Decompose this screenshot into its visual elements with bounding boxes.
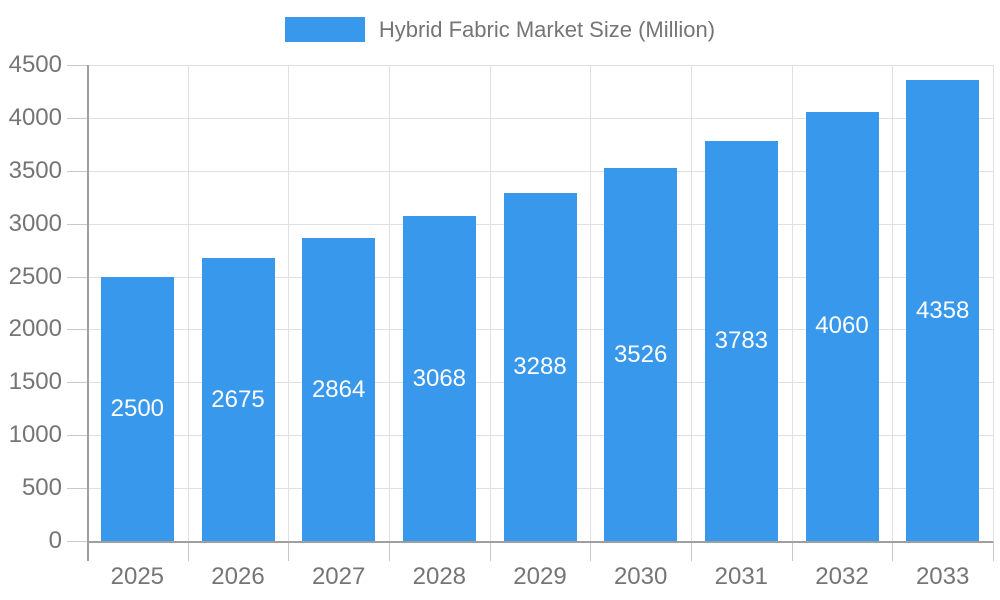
x-axis-tick	[187, 541, 189, 561]
x-axis-label: 2032	[815, 563, 869, 590]
x-axis-tick	[590, 541, 592, 561]
y-axis-tick	[67, 329, 87, 331]
bar[interactable]	[302, 238, 376, 541]
bar[interactable]	[604, 168, 678, 541]
y-axis-tick	[67, 223, 87, 225]
gridline-vertical	[892, 65, 894, 541]
y-axis-tick	[67, 541, 87, 542]
y-axis-tick	[67, 488, 87, 490]
gridline-vertical	[691, 65, 692, 541]
bar-value-label: 3068	[412, 364, 467, 392]
x-axis-line	[87, 541, 993, 543]
bar[interactable]	[503, 193, 577, 541]
y-axis-tick	[67, 382, 87, 384]
bar-value-label: 4358	[915, 296, 970, 324]
y-axis-tick	[67, 435, 87, 437]
gridline-vertical	[993, 65, 994, 541]
gridline-vertical	[389, 65, 390, 541]
gridline-vertical	[590, 65, 592, 541]
gridline-horizontal	[87, 170, 993, 172]
y-axis-label: 500	[21, 474, 62, 502]
y-axis-tick	[67, 276, 87, 278]
gridline-vertical	[489, 65, 491, 541]
x-axis-tick	[892, 541, 894, 561]
gridline-vertical	[187, 65, 189, 541]
x-axis-tick	[288, 541, 290, 561]
bar-value-label: 2675	[211, 385, 265, 413]
bar[interactable]	[402, 216, 476, 541]
gridline-vertical	[288, 65, 290, 541]
x-axis-tick	[791, 541, 793, 561]
y-axis-tick	[67, 117, 87, 119]
bar-value-label: 3526	[613, 340, 668, 368]
bar[interactable]	[201, 258, 275, 541]
y-axis-label: 1000	[8, 421, 62, 449]
bar[interactable]	[100, 276, 174, 541]
gridline-horizontal	[87, 117, 993, 119]
y-axis-label: 3500	[8, 156, 62, 184]
x-axis-label: 2031	[714, 563, 769, 590]
x-axis-tick	[389, 541, 390, 561]
x-axis-label: 2025	[110, 563, 165, 590]
x-axis-tick	[993, 541, 994, 561]
bar-value-label: 4060	[815, 312, 869, 340]
x-axis-label: 2029	[513, 563, 567, 590]
y-axis-label: 0	[48, 527, 62, 554]
bar[interactable]	[704, 140, 778, 541]
y-axis-label: 2000	[8, 315, 62, 343]
y-axis-line	[87, 65, 89, 561]
gridline-vertical	[791, 65, 793, 541]
bar[interactable]	[805, 111, 879, 541]
legend[interactable]: Hybrid Fabric Market Size (Million)	[0, 17, 1000, 42]
bar-value-label: 2864	[311, 375, 366, 403]
y-axis-tick	[67, 170, 87, 172]
x-axis-label: 2027	[311, 563, 366, 590]
x-axis-label: 2026	[211, 563, 265, 590]
x-axis-label: 2028	[412, 563, 467, 590]
gridline-horizontal	[87, 65, 993, 66]
y-axis-label: 4500	[8, 51, 62, 78]
bar-value-label: 2500	[110, 394, 165, 422]
x-axis-label: 2033	[915, 563, 970, 590]
x-axis-label: 2030	[613, 563, 668, 590]
y-axis-label: 1500	[8, 368, 62, 396]
y-axis-label: 3000	[8, 209, 62, 237]
bar-value-label: 3288	[513, 353, 567, 381]
x-axis-tick	[489, 541, 491, 561]
y-axis-label: 4000	[8, 103, 62, 131]
y-axis-label: 2500	[8, 262, 62, 290]
bar-value-label: 3783	[714, 326, 769, 354]
x-axis-tick	[691, 541, 692, 561]
legend-swatch	[284, 17, 365, 42]
legend-label: Hybrid Fabric Market Size (Million)	[378, 17, 716, 42]
bar[interactable]	[906, 80, 980, 541]
y-axis-tick	[67, 65, 87, 66]
